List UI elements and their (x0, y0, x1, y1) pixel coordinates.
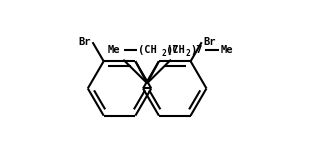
Text: 2: 2 (161, 49, 166, 58)
Text: (CH: (CH (166, 45, 185, 55)
Text: Me: Me (108, 45, 120, 55)
Text: 2: 2 (186, 49, 191, 58)
Text: )7: )7 (191, 45, 203, 55)
Text: Br: Br (204, 37, 216, 47)
Text: (CH: (CH (138, 45, 157, 55)
Text: )7: )7 (166, 45, 179, 55)
Text: Br: Br (78, 37, 91, 47)
Text: Me: Me (220, 45, 233, 55)
